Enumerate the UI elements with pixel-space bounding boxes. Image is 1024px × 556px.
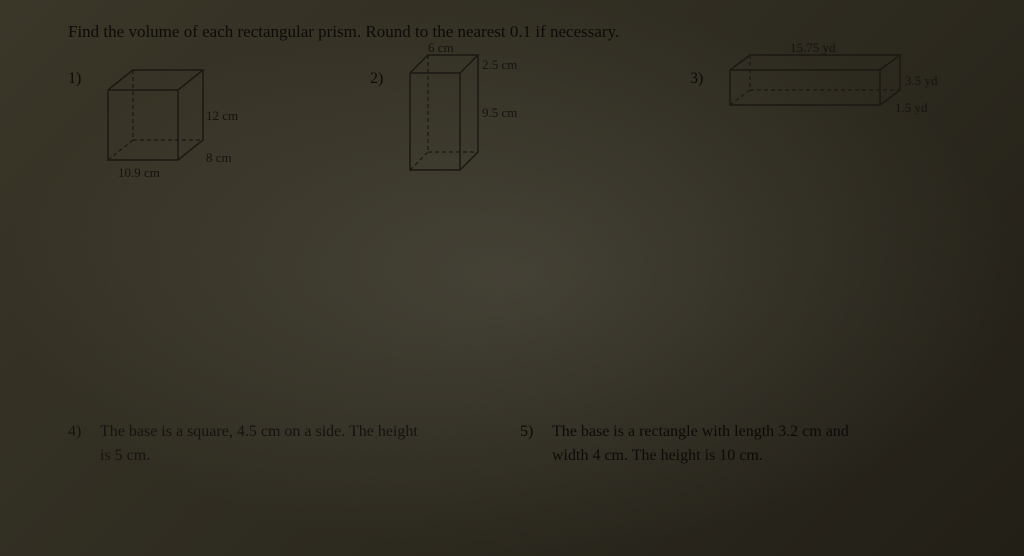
- p1-depth-label: 8 cm: [206, 150, 232, 166]
- prism-1-figure: 12 cm 8 cm 10.9 cm: [108, 70, 228, 180]
- worksheet-page: Find the volume of each rectangular pris…: [0, 0, 1024, 556]
- p3-length-label: 15.75 yd: [790, 40, 836, 56]
- p2-height-label: 9.5 cm: [482, 105, 517, 121]
- problem-5: 5) The base is a rectangle with length 3…: [520, 420, 940, 468]
- problem-3-number: 3): [690, 70, 703, 88]
- prism-2-figure: 6 cm 2.5 cm 9.5 cm: [410, 55, 510, 175]
- p5-line1: The base is a rectangle with length 3.2 …: [552, 423, 849, 440]
- p3-height-label: 3.5 yd: [905, 73, 938, 89]
- p1-width-label: 10.9 cm: [118, 165, 160, 181]
- problem-4: 4) The base is a square, 4.5 cm on a sid…: [68, 420, 488, 468]
- problem-2-number: 2): [370, 70, 383, 88]
- p4-line2: is 5 cm.: [100, 447, 150, 464]
- p3-depth-label: 1.5 yd: [895, 100, 928, 116]
- problem-4-number: 4): [68, 420, 96, 444]
- problem-5-text: The base is a rectangle with length 3.2 …: [552, 420, 932, 468]
- p2-depth-label: 2.5 cm: [482, 57, 517, 73]
- p4-line1: The base is a square, 4.5 cm on a side. …: [100, 423, 418, 440]
- p2-top-label: 6 cm: [428, 40, 454, 56]
- p1-height-label: 12 cm: [206, 108, 238, 124]
- problem-5-number: 5): [520, 420, 548, 444]
- p5-line2: width 4 cm. The height is 10 cm.: [552, 447, 763, 464]
- problem-4-text: The base is a square, 4.5 cm on a side. …: [100, 420, 480, 468]
- prism-3-figure: 15.75 yd 3.5 yd 1.5 yd: [730, 55, 930, 115]
- instruction-text: Find the volume of each rectangular pris…: [68, 22, 619, 42]
- problem-1-number: 1): [68, 70, 81, 88]
